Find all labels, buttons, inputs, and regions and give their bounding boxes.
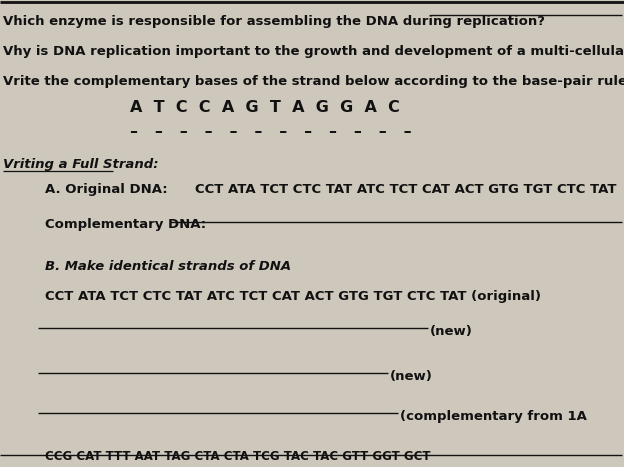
Text: –   –   –   –   –   –   –   –   –   –   –   –: – – – – – – – – – – – – (130, 124, 412, 139)
Text: Vhy is DNA replication important to the growth and development of a multi-cellul: Vhy is DNA replication important to the … (3, 45, 624, 58)
Text: (new): (new) (430, 325, 473, 338)
Text: (new): (new) (390, 370, 433, 383)
Text: B. Make identical strands of DNA: B. Make identical strands of DNA (45, 260, 291, 273)
Text: Complementary DNA:: Complementary DNA: (45, 218, 206, 231)
Text: CCG CAT TTT AAT TAG CTA CTA TCG TAC TAC GTT GGT GCT: CCG CAT TTT AAT TAG CTA CTA TCG TAC TAC … (45, 450, 431, 463)
Text: Vhich enzyme is responsible for assembling the DNA during replication?: Vhich enzyme is responsible for assembli… (3, 15, 545, 28)
Text: CCT ATA TCT CTC TAT ATC TCT CAT ACT GTG TGT CTC TAT: CCT ATA TCT CTC TAT ATC TCT CAT ACT GTG … (195, 183, 617, 196)
Text: A. Original DNA:: A. Original DNA: (45, 183, 168, 196)
Text: (complementary from 1A: (complementary from 1A (400, 410, 587, 423)
Text: Vrite the complementary bases of the strand below according to the base-pair rul: Vrite the complementary bases of the str… (3, 75, 624, 88)
Text: Vriting a Full Strand:: Vriting a Full Strand: (3, 158, 158, 171)
Text: CCT ATA TCT CTC TAT ATC TCT CAT ACT GTG TGT CTC TAT (original): CCT ATA TCT CTC TAT ATC TCT CAT ACT GTG … (45, 290, 541, 303)
Text: A  T  C  C  A  G  T  A  G  G  A  C: A T C C A G T A G G A C (130, 100, 400, 115)
